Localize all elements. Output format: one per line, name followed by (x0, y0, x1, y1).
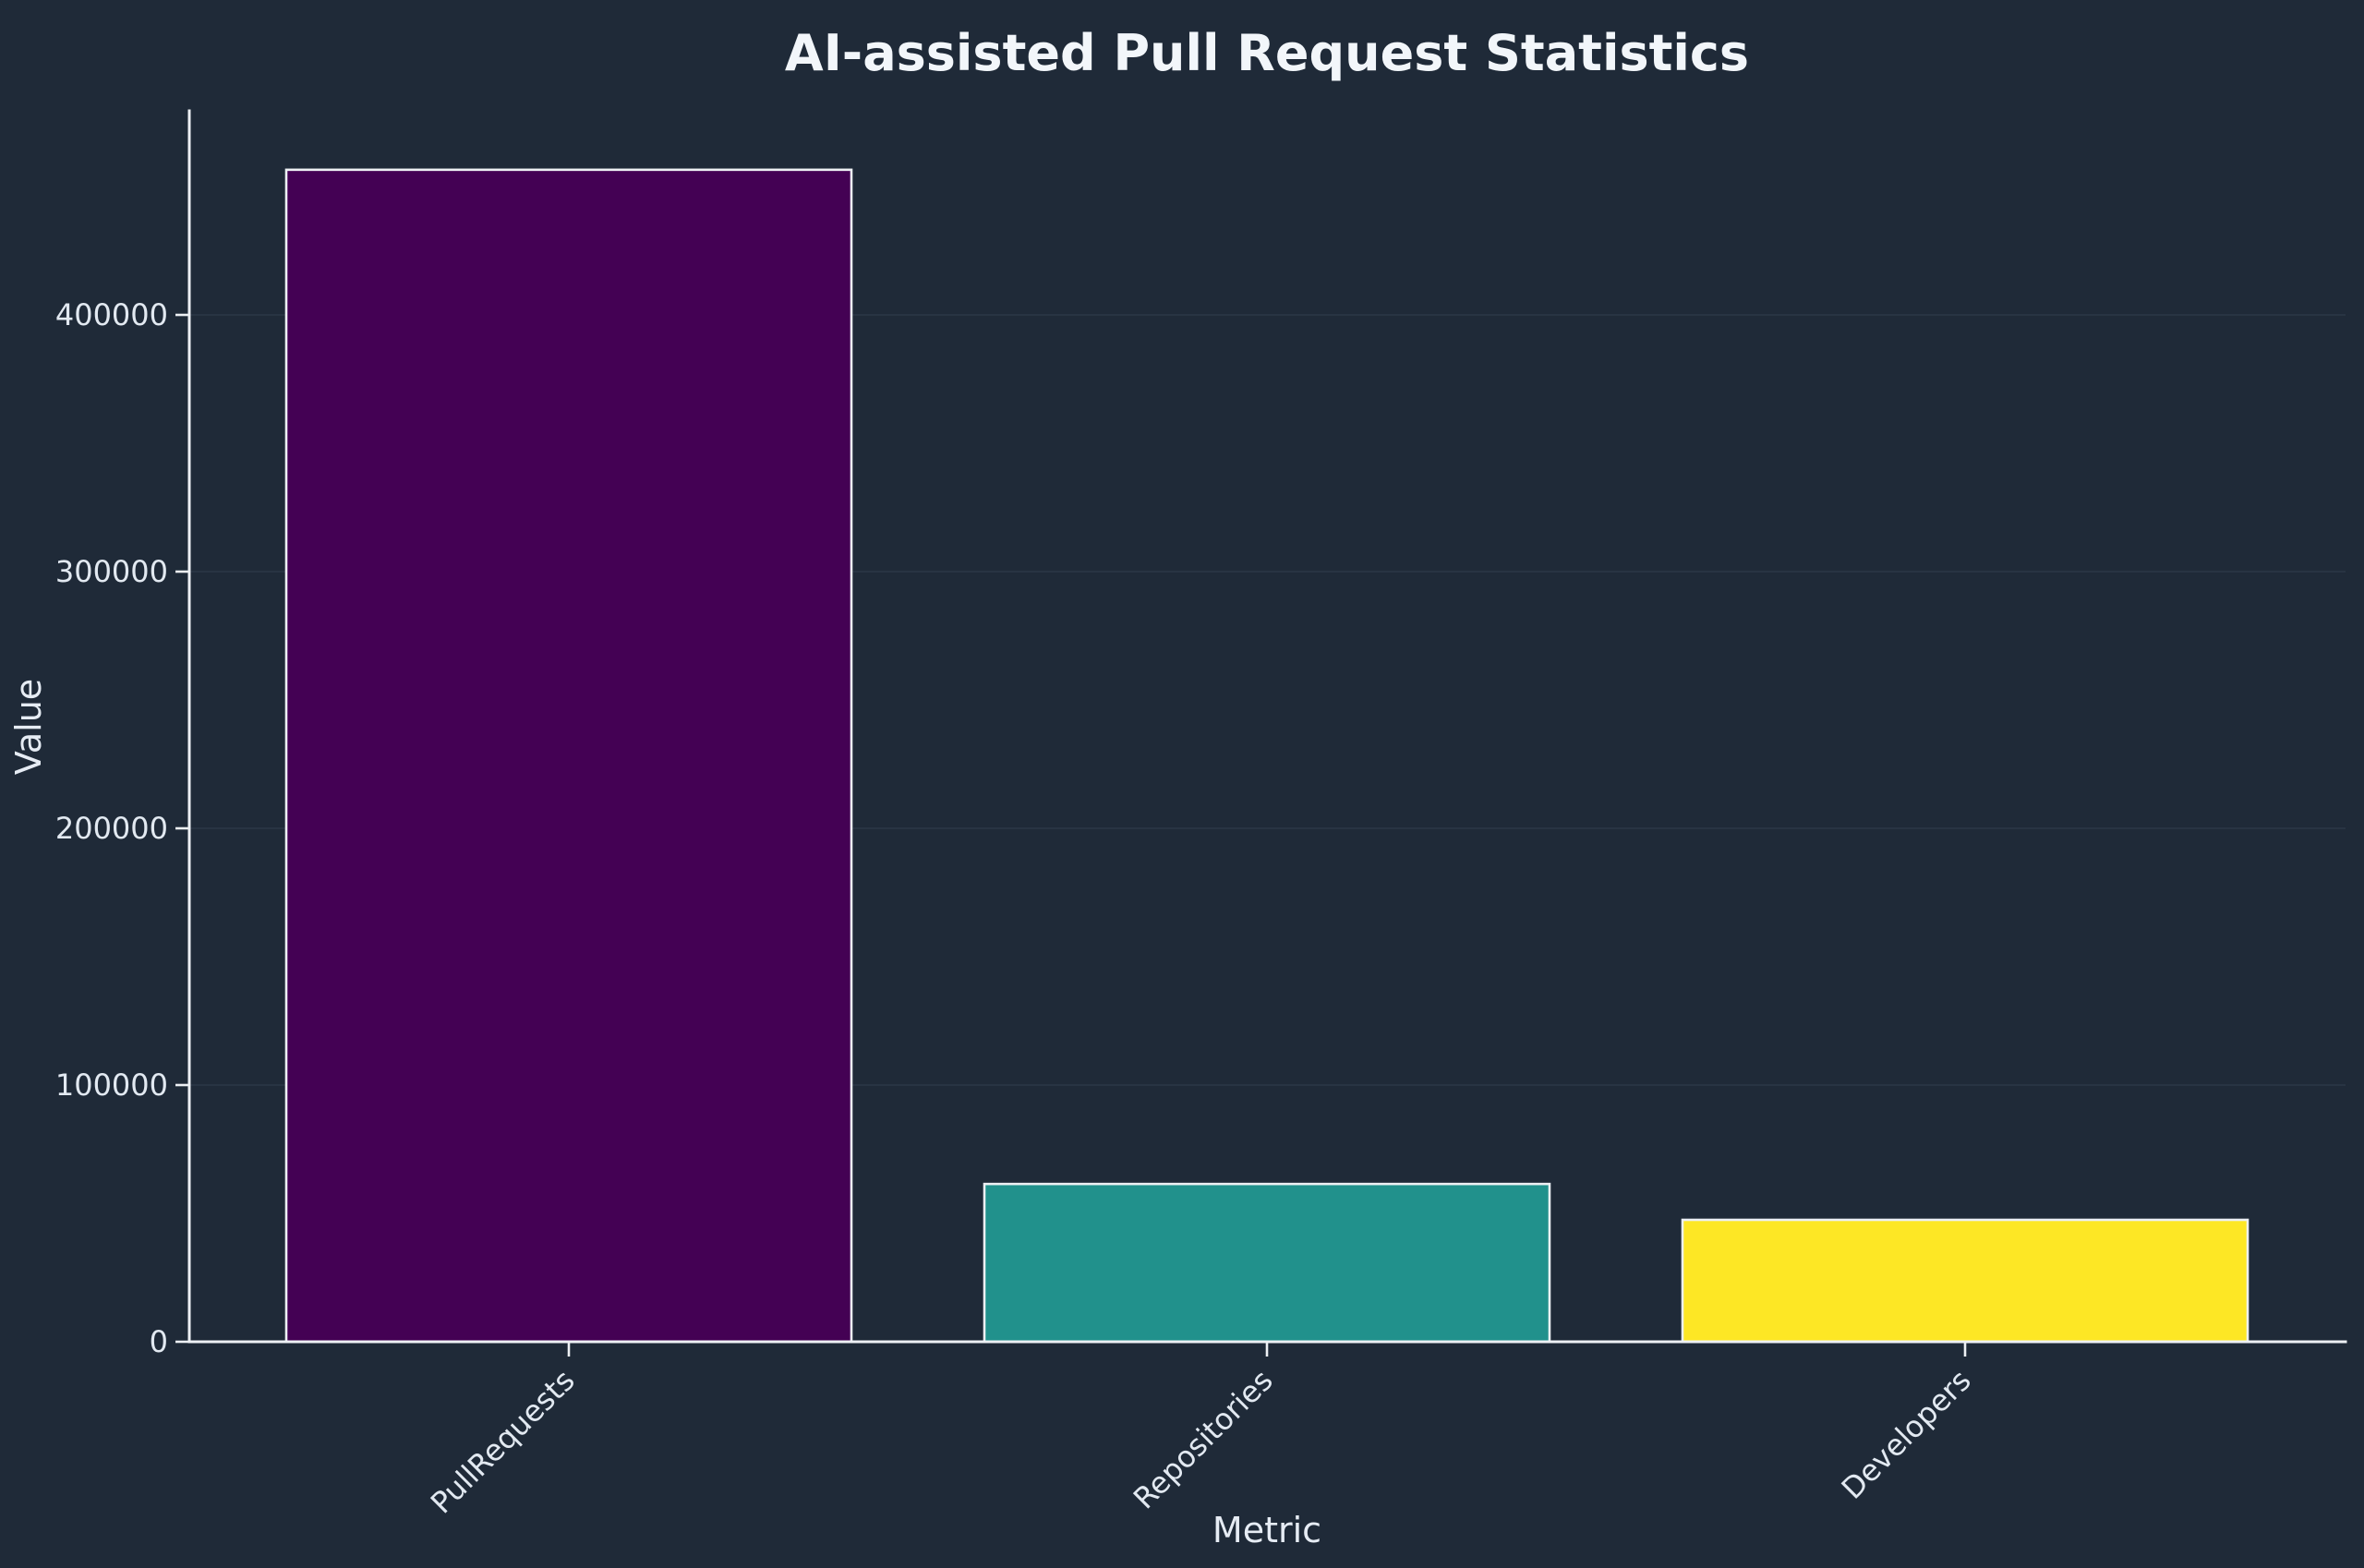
y-ticks: 0 100000 200000 300000 400000 (55, 297, 189, 1359)
y-axis-label: Value (8, 679, 49, 775)
bar-pullrequests (284, 168, 853, 1344)
y-tick-label: 100000 (55, 1067, 168, 1103)
chart-title: AI-assisted Pull Request Statistics (785, 24, 1749, 82)
bar-developers (1681, 1218, 2249, 1344)
y-tick-label: 300000 (55, 554, 168, 589)
y-tick-label: 400000 (55, 297, 168, 332)
x-axis-label: Metric (1212, 1510, 1321, 1550)
bar-repositories (983, 1182, 1551, 1344)
bars (284, 168, 2249, 1344)
y-tick-label: 0 (150, 1324, 168, 1359)
y-tick-label: 200000 (55, 811, 168, 846)
